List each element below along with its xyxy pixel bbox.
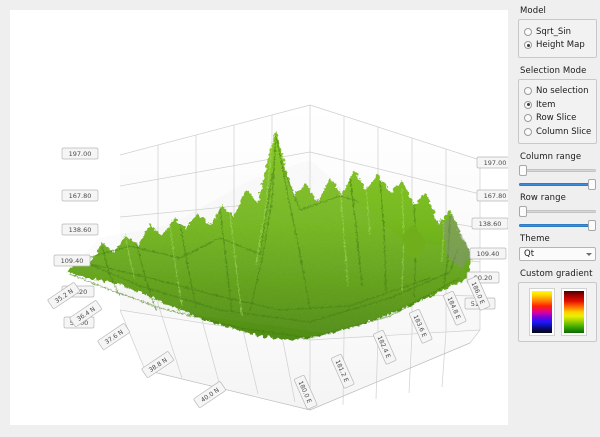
- gradient-preview: [531, 291, 552, 333]
- surface-graph-canvas[interactable]: 197.00 167.80 138.60 109.40 80.20: [10, 10, 508, 425]
- svg-text:109.40: 109.40: [61, 257, 84, 265]
- selection-mode-group: No selection Item Row Slice Column Slice: [518, 78, 597, 144]
- axis-tick-label: 138.60: [61, 223, 99, 236]
- row-range-label: Row range: [520, 193, 566, 203]
- row-range-max-slider[interactable]: [519, 220, 596, 231]
- svg-text:138.60: 138.60: [479, 220, 502, 228]
- graph-floor: [120, 310, 480, 410]
- radio-selection-column-slice[interactable]: Column Slice: [524, 126, 593, 138]
- axis-tick-label: 167.80: [476, 189, 508, 202]
- svg-text:197.00: 197.00: [484, 159, 507, 167]
- axis-tick-label: 197.00: [61, 147, 99, 160]
- radio-icon[interactable]: [524, 114, 532, 122]
- custom-gradient-group: [518, 282, 597, 342]
- radio-selection-item[interactable]: Item: [524, 99, 593, 111]
- gradient-preview: [563, 291, 584, 333]
- control-panel: Model Sqrt_Sin Height Map Selection Mode…: [515, 0, 600, 437]
- radio-label: No selection: [536, 86, 589, 96]
- model-group: Sqrt_Sin Height Map: [518, 19, 597, 58]
- radio-selection-no-selection[interactable]: No selection: [524, 85, 593, 97]
- slider-fill: [519, 183, 591, 186]
- row-range-min-slider[interactable]: [519, 206, 596, 217]
- axis-tick-label: 138.60: [471, 217, 508, 230]
- column-range-label: Column range: [520, 152, 582, 162]
- radio-icon[interactable]: [524, 27, 532, 36]
- slider-handle[interactable]: [588, 220, 596, 231]
- radio-label: Column Slice: [536, 126, 592, 137]
- slider-handle[interactable]: [519, 165, 527, 176]
- theme-label: Theme: [520, 234, 550, 244]
- theme-select[interactable]: Qt: [519, 247, 596, 261]
- selection-mode-section-label: Selection Mode: [520, 65, 587, 76]
- slider-fill: [519, 224, 591, 227]
- svg-text:167.80: 167.80: [69, 192, 92, 200]
- radio-model-height-map[interactable]: Height Map: [524, 39, 593, 51]
- height-map-surface[interactable]: [60, 120, 490, 350]
- axis-tick-label: 197.00: [476, 156, 508, 169]
- svg-text:167.80: 167.80: [484, 192, 507, 200]
- row-axis-latitude: 40.0 N 38.8 N 37.6 N 36.4 N 35.2 N: [47, 282, 226, 408]
- radio-icon-checked[interactable]: [524, 41, 532, 49]
- slider-track[interactable]: [519, 210, 596, 213]
- svg-text:138.60: 138.60: [69, 226, 92, 234]
- column-range-min-slider[interactable]: [519, 165, 596, 176]
- radio-icon[interactable]: [524, 87, 532, 95]
- radio-label: Height Map: [536, 40, 585, 50]
- radio-label: Item: [536, 99, 556, 110]
- axis-tick-label: 37.6 N: [97, 323, 130, 350]
- radio-label: Row Slice: [536, 113, 577, 123]
- svg-text:197.00: 197.00: [69, 150, 92, 158]
- axis-tick-label: 109.40: [53, 254, 91, 267]
- gradient-swatch-terrain[interactable]: [560, 288, 587, 336]
- chevron-down-icon[interactable]: [586, 252, 592, 256]
- radio-selection-row-slice[interactable]: Row Slice: [524, 112, 593, 124]
- slider-handle[interactable]: [588, 179, 596, 190]
- model-section-label: Model: [520, 6, 547, 16]
- radio-label: Sqrt_Sin: [536, 26, 572, 37]
- svg-text:109.40: 109.40: [477, 250, 500, 258]
- radio-model-sqrt-sin[interactable]: Sqrt_Sin: [524, 26, 593, 38]
- custom-gradient-label: Custom gradient: [520, 269, 593, 279]
- gradient-swatch-spectrum[interactable]: [528, 288, 555, 336]
- surface-graph-area[interactable]: 197.00 167.80 138.60 109.40 80.20: [10, 10, 508, 425]
- radio-icon-checked[interactable]: [524, 100, 532, 109]
- slider-handle[interactable]: [519, 206, 527, 217]
- theme-selected-value: Qt: [524, 249, 535, 259]
- svg-text:80.20: 80.20: [474, 274, 493, 282]
- axis-tick-label: 167.80: [61, 189, 99, 202]
- radio-icon[interactable]: [524, 127, 532, 136]
- slider-track[interactable]: [519, 169, 596, 172]
- column-range-max-slider[interactable]: [519, 179, 596, 190]
- axis-tick-label: 109.40: [469, 247, 507, 260]
